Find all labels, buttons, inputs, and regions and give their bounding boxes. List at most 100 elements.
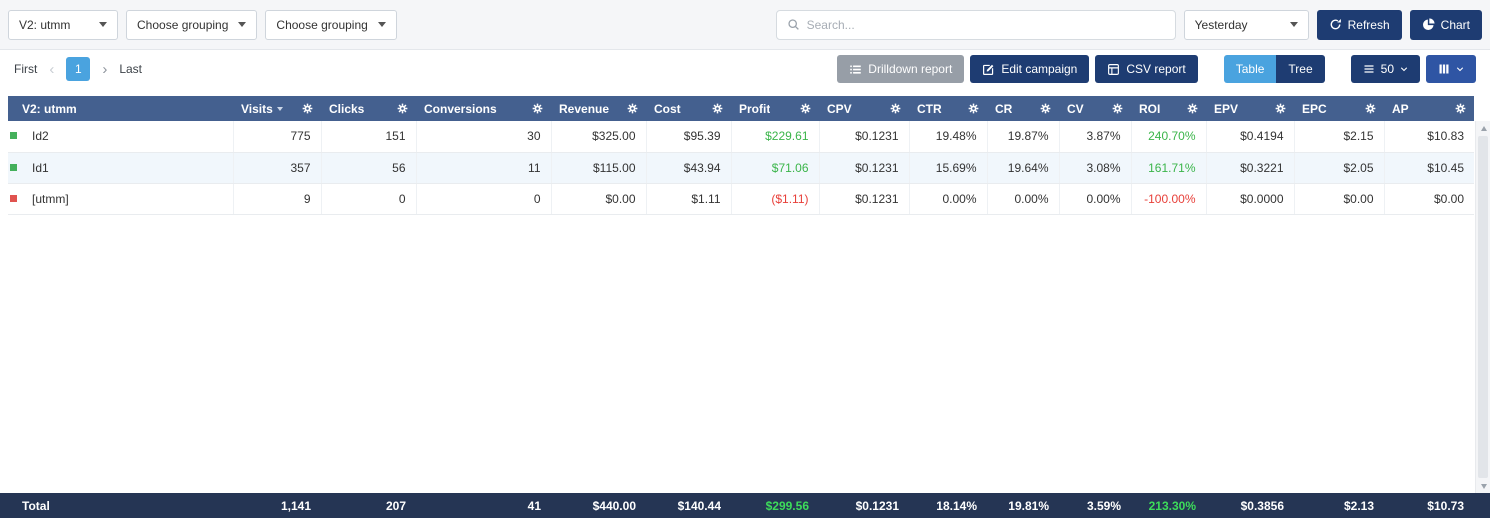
search-box <box>775 9 1176 40</box>
chevron-left-icon[interactable]: ‹ <box>49 60 55 78</box>
gear-icon[interactable] <box>890 103 901 114</box>
cell-epc: $2.15 <box>1294 121 1385 153</box>
chart-button[interactable]: Chart <box>1409 9 1482 40</box>
gear-icon[interactable] <box>1040 103 1051 114</box>
cell-cost: $1.11 <box>646 183 732 215</box>
page-size-button[interactable]: 50 <box>1350 55 1420 83</box>
scroll-down-arrow-icon[interactable] <box>1476 479 1490 493</box>
gear-icon[interactable] <box>302 103 313 114</box>
gear-icon[interactable] <box>397 103 408 114</box>
chevron-right-icon[interactable]: › <box>102 60 108 78</box>
column-header-profit[interactable]: Profit <box>731 96 819 121</box>
column-header-cv[interactable]: CV <box>1059 96 1131 121</box>
cell-name[interactable]: [utmm] <box>8 183 234 215</box>
report-table: V2: utmm Visits Clicks Conversions Revenue Co… <box>8 96 1474 215</box>
total-cell-cv: 3.59% <box>1086 498 1121 513</box>
cell-roi: -100.00% <box>1131 183 1207 215</box>
table-row[interactable]: Id1 357 56 11 $115.00 $43.94 $71.06 $0.1231 15.6… <box>8 152 1474 184</box>
cell-visits: 9 <box>233 183 322 215</box>
date-range-select[interactable]: Yesterday <box>1183 9 1309 40</box>
cell-revenue: $115.00 <box>551 152 647 184</box>
cell-cv: 3.87% <box>1059 121 1132 153</box>
csv-report-button[interactable]: CSV report <box>1095 55 1198 83</box>
cell-ctr: 15.69% <box>909 152 988 184</box>
cell-cr: 19.64% <box>987 152 1060 184</box>
column-header-revenue[interactable]: Revenue <box>551 96 646 121</box>
pagination-page-1[interactable]: 1 <box>66 57 91 81</box>
pagination-first[interactable]: First <box>14 62 38 76</box>
gear-icon[interactable] <box>1112 103 1123 114</box>
cell-ctr: 19.48% <box>909 121 988 153</box>
gear-icon[interactable] <box>800 103 811 114</box>
vertical-scrollbar[interactable] <box>1475 121 1490 493</box>
cell-conversions: 0 <box>416 183 552 215</box>
column-header-ctr[interactable]: CTR <box>909 96 987 121</box>
table-row[interactable]: Id2 775 151 30 $325.00 $95.39 $229.61 $0.1231 19… <box>8 121 1474 153</box>
cell-clicks: 56 <box>321 152 417 184</box>
cell-epc: $2.05 <box>1294 152 1385 184</box>
campaign-select[interactable]: V2: utmm <box>8 9 118 40</box>
subbar: First ‹ 1 › Last Drilldown report Ed <box>0 50 1490 88</box>
grouping-select-1[interactable]: Choose grouping <box>126 9 258 40</box>
date-range-value: Yesterday <box>1194 17 1248 32</box>
gear-icon[interactable] <box>712 103 723 114</box>
chevron-down-icon <box>99 22 107 27</box>
column-header-name[interactable]: V2: utmm <box>8 96 233 121</box>
cell-ap: $10.83 <box>1384 121 1474 153</box>
table-view-button[interactable]: Table <box>1223 55 1277 83</box>
search-input[interactable] <box>806 17 1165 32</box>
table-row[interactable]: [utmm] 9 0 0 $0.00 $1.11 ($1.11) $0.1231 0.00% 0.… <box>8 183 1474 215</box>
gear-icon[interactable] <box>627 103 638 114</box>
gear-icon[interactable] <box>1187 103 1198 114</box>
cell-cost: $95.39 <box>646 121 732 153</box>
cell-conversions: 30 <box>416 121 552 153</box>
column-header-epc[interactable]: EPC <box>1294 96 1384 121</box>
cell-name[interactable]: Id1 <box>8 152 234 184</box>
edit-icon <box>983 64 994 75</box>
gear-icon[interactable] <box>1455 103 1466 114</box>
pie-chart-icon <box>1422 18 1435 31</box>
grouping-select-2[interactable]: Choose grouping <box>265 9 397 40</box>
column-header-epv[interactable]: EPV <box>1206 96 1294 121</box>
hamburger-icon <box>1364 65 1374 73</box>
grouping-select-2-value: Choose grouping <box>276 17 368 32</box>
total-cell-cost: $140.44 <box>677 498 721 513</box>
cell-revenue: $325.00 <box>551 121 647 153</box>
page-size-value: 50 <box>1380 62 1394 76</box>
pagination-last[interactable]: Last <box>119 62 143 76</box>
scroll-up-arrow-icon[interactable] <box>1476 121 1490 135</box>
toolbar: V2: utmm Choose grouping Choose grouping… <box>0 0 1490 50</box>
view-toggle: Table Tree <box>1223 55 1325 83</box>
edit-campaign-button[interactable]: Edit campaign <box>970 55 1090 83</box>
cell-visits: 775 <box>233 121 322 153</box>
cell-revenue: $0.00 <box>551 183 647 215</box>
gear-icon[interactable] <box>968 103 979 114</box>
column-header-clicks[interactable]: Clicks <box>321 96 416 121</box>
column-header-cpv[interactable]: CPV <box>819 96 909 121</box>
gear-icon[interactable] <box>532 103 543 114</box>
columns-button[interactable] <box>1426 55 1476 83</box>
cell-cr: 0.00% <box>987 183 1060 215</box>
status-indicator <box>10 194 17 202</box>
cell-clicks: 151 <box>321 121 417 153</box>
gear-icon[interactable] <box>1275 103 1286 114</box>
refresh-button[interactable]: Refresh <box>1316 9 1402 40</box>
tree-view-button[interactable]: Tree <box>1276 55 1325 83</box>
drilldown-report-button[interactable]: Drilldown report <box>837 55 965 83</box>
column-header-visits[interactable]: Visits <box>233 96 321 121</box>
row-name: Id2 <box>32 129 49 144</box>
table-view-label: Table <box>1235 62 1265 76</box>
total-row: Total 1,141 207 41 $440.00 $140.44 $299.56 $0.1… <box>8 493 1474 518</box>
column-header-cr[interactable]: CR <box>987 96 1059 121</box>
column-header-conversions[interactable]: Conversions <box>416 96 551 121</box>
cell-name[interactable]: Id2 <box>8 121 234 153</box>
cell-profit: $71.06 <box>731 152 820 184</box>
column-header-roi[interactable]: ROI <box>1131 96 1206 121</box>
scrollbar-thumb[interactable] <box>1478 136 1488 478</box>
gear-icon[interactable] <box>1365 103 1376 114</box>
cell-profit: $229.61 <box>731 121 820 153</box>
column-header-cost[interactable]: Cost <box>646 96 731 121</box>
chevron-down-icon <box>1456 67 1464 72</box>
column-header-ap[interactable]: AP <box>1384 96 1474 121</box>
total-cell-visits: 1,141 <box>280 498 311 513</box>
